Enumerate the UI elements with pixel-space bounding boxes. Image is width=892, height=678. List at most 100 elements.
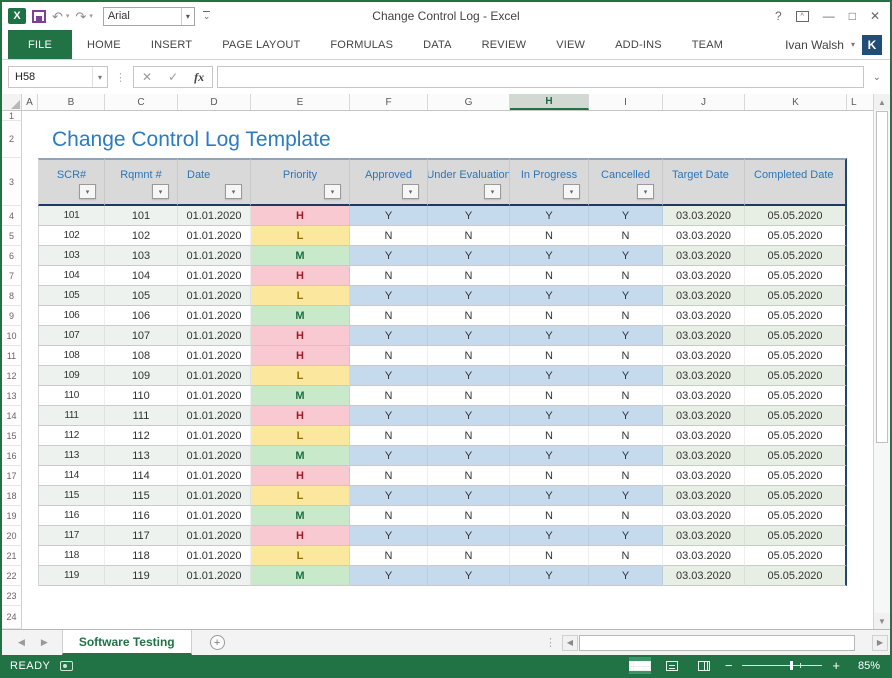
cell-rqmnt[interactable]: 115 (105, 486, 178, 506)
cell-priority[interactable]: M (251, 306, 350, 326)
cell-target_date[interactable]: 03.03.2020 (663, 286, 745, 306)
avatar[interactable]: K (862, 34, 882, 55)
cell-in_progress[interactable]: Y (510, 326, 589, 346)
cell-colA[interactable] (22, 326, 38, 346)
cell-approved[interactable]: Y (350, 206, 428, 226)
column-header-E[interactable]: E (251, 94, 350, 110)
cell-cancelled[interactable]: N (589, 226, 663, 246)
help-icon[interactable]: ? (775, 9, 782, 23)
cell-cancelled[interactable]: N (589, 426, 663, 446)
cell-colA[interactable] (22, 306, 38, 326)
column-header-I[interactable]: I (589, 94, 663, 110)
cell-colA[interactable] (22, 446, 38, 466)
cell-under_evaluation[interactable]: Y (428, 326, 510, 346)
tab-home[interactable]: HOME (87, 38, 121, 51)
cell-approved[interactable]: N (350, 546, 428, 566)
cell-priority[interactable]: L (251, 366, 350, 386)
cell-in_progress[interactable]: N (510, 546, 589, 566)
cell-rqmnt[interactable]: 117 (105, 526, 178, 546)
cell-cancelled[interactable]: Y (589, 446, 663, 466)
name-box-caret-icon[interactable]: ▾ (91, 67, 107, 87)
cell-priority[interactable]: H (251, 526, 350, 546)
cell-in_progress[interactable]: Y (510, 246, 589, 266)
cell-colA[interactable] (22, 466, 38, 486)
cell-target_date[interactable]: 03.03.2020 (663, 486, 745, 506)
cell-cancelled[interactable]: N (589, 386, 663, 406)
cell-in_progress[interactable]: Y (510, 366, 589, 386)
row-number-8[interactable]: 8 (2, 286, 22, 306)
cell-date[interactable]: 01.01.2020 (178, 326, 251, 346)
cell-scr[interactable]: 105 (38, 286, 105, 306)
row-number-23[interactable]: 23 (2, 586, 22, 606)
zoom-slider-thumb[interactable] (790, 661, 794, 670)
cell-priority[interactable]: M (251, 446, 350, 466)
cell-colA[interactable] (22, 386, 38, 406)
row-number-15[interactable]: 15 (2, 426, 22, 446)
tab-formulas[interactable]: FORMULAS (330, 38, 394, 51)
cell-under_evaluation[interactable]: N (428, 306, 510, 326)
save-icon[interactable] (32, 9, 46, 23)
cell-rqmnt[interactable]: 103 (105, 246, 178, 266)
redo-icon[interactable]: ↷ (75, 8, 87, 24)
cell-colA[interactable] (22, 426, 38, 446)
cell-completed_date[interactable]: 05.05.2020 (745, 226, 847, 246)
cell-approved[interactable]: Y (350, 286, 428, 306)
row-number-4[interactable]: 4 (2, 206, 22, 226)
maximize-icon[interactable]: □ (848, 9, 856, 23)
cell-scr[interactable]: 101 (38, 206, 105, 226)
cell-approved[interactable]: Y (350, 566, 428, 586)
cell-priority[interactable]: H (251, 346, 350, 366)
redo-caret-icon[interactable]: ▾ (89, 13, 93, 20)
table-header-completed-date[interactable]: Completed Date (745, 158, 847, 206)
row-number-6[interactable]: 6 (2, 246, 22, 266)
column-header-F[interactable]: F (350, 94, 428, 110)
cell-in_progress[interactable]: Y (510, 566, 589, 586)
cell-scr[interactable]: 116 (38, 506, 105, 526)
cell-target_date[interactable]: 03.03.2020 (663, 306, 745, 326)
row-number-18[interactable]: 18 (2, 486, 22, 506)
cell-completed_date[interactable]: 05.05.2020 (745, 466, 847, 486)
cell-under_evaluation[interactable]: N (428, 506, 510, 526)
cell-date[interactable]: 01.01.2020 (178, 286, 251, 306)
cell-under_evaluation[interactable]: Y (428, 206, 510, 226)
cell-target_date[interactable]: 03.03.2020 (663, 506, 745, 526)
column-header-G[interactable]: G (428, 94, 510, 110)
cell-approved[interactable]: N (350, 266, 428, 286)
row-number-24[interactable]: 24 (2, 606, 22, 629)
cell-cancelled[interactable]: N (589, 506, 663, 526)
cell-approved[interactable]: N (350, 306, 428, 326)
cell-rqmnt[interactable]: 119 (105, 566, 178, 586)
cell-completed_date[interactable]: 05.05.2020 (745, 446, 847, 466)
cell-target_date[interactable]: 03.03.2020 (663, 266, 745, 286)
scroll-right-icon[interactable]: ▶ (872, 634, 888, 651)
cell-rqmnt[interactable]: 107 (105, 326, 178, 346)
cell-cancelled[interactable]: Y (589, 486, 663, 506)
cell-cancelled[interactable]: N (589, 266, 663, 286)
row-number-13[interactable]: 13 (2, 386, 22, 406)
cell-date[interactable]: 01.01.2020 (178, 386, 251, 406)
cell-rqmnt[interactable]: 118 (105, 546, 178, 566)
cell-rqmnt[interactable]: 108 (105, 346, 178, 366)
cell-priority[interactable]: L (251, 486, 350, 506)
cell-completed_date[interactable]: 05.05.2020 (745, 526, 847, 546)
cell-date[interactable]: 01.01.2020 (178, 366, 251, 386)
cell-in_progress[interactable]: Y (510, 526, 589, 546)
cell-colA[interactable] (22, 286, 38, 306)
row-number-16[interactable]: 16 (2, 446, 22, 466)
undo-icon[interactable]: ↶ (52, 8, 63, 24)
normal-view-button[interactable] (628, 657, 651, 674)
cell-approved[interactable]: Y (350, 406, 428, 426)
cell-scr[interactable]: 115 (38, 486, 105, 506)
filter-dropdown-icon[interactable]: ▾ (484, 184, 501, 199)
filter-dropdown-icon[interactable]: ▾ (563, 184, 580, 199)
cell-rqmnt[interactable]: 114 (105, 466, 178, 486)
vertical-scroll-thumb[interactable] (876, 111, 888, 443)
cell-priority[interactable]: H (251, 406, 350, 426)
scroll-left-icon[interactable]: ◀ (562, 634, 578, 651)
page-break-view-button[interactable] (693, 657, 715, 674)
cell-scr[interactable]: 102 (38, 226, 105, 246)
filter-dropdown-icon[interactable]: ▾ (402, 184, 419, 199)
cancel-entry-icon[interactable]: ✕ (142, 70, 153, 84)
minimize-icon[interactable]: — (822, 9, 835, 23)
cell-date[interactable]: 01.01.2020 (178, 466, 251, 486)
